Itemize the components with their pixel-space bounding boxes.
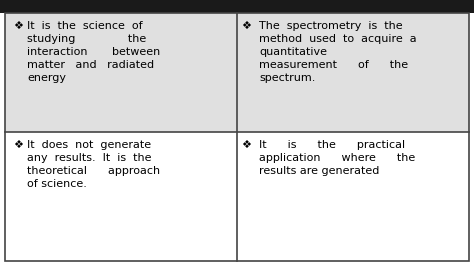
- Text: ❖: ❖: [241, 140, 251, 150]
- Bar: [5, 132, 469, 261]
- Bar: [0, 0, 474, 13]
- Text: It  does  not  generate: It does not generate: [27, 140, 151, 150]
- Text: ❖: ❖: [13, 140, 23, 150]
- Text: measurement      of      the: measurement of the: [259, 60, 408, 70]
- Text: of science.: of science.: [27, 179, 87, 189]
- Bar: [5, 13, 469, 132]
- Text: It      is      the      practical: It is the practical: [259, 140, 405, 150]
- Text: interaction       between: interaction between: [27, 47, 160, 57]
- Text: energy: energy: [27, 73, 66, 83]
- Text: quantitative: quantitative: [259, 47, 327, 57]
- Text: method  used  to  acquire  a: method used to acquire a: [259, 34, 417, 44]
- Text: results are generated: results are generated: [259, 166, 379, 176]
- Text: The  spectrometry  is  the: The spectrometry is the: [259, 21, 402, 31]
- Text: It  is  the  science  of: It is the science of: [27, 21, 143, 31]
- Text: any  results.  It  is  the: any results. It is the: [27, 153, 152, 163]
- Text: theoretical      approach: theoretical approach: [27, 166, 160, 176]
- Text: ❖: ❖: [13, 21, 23, 31]
- Text: matter   and   radiated: matter and radiated: [27, 60, 154, 70]
- Text: application      where      the: application where the: [259, 153, 415, 163]
- Text: studying               the: studying the: [27, 34, 146, 44]
- Text: spectrum.: spectrum.: [259, 73, 315, 83]
- Text: ❖: ❖: [241, 21, 251, 31]
